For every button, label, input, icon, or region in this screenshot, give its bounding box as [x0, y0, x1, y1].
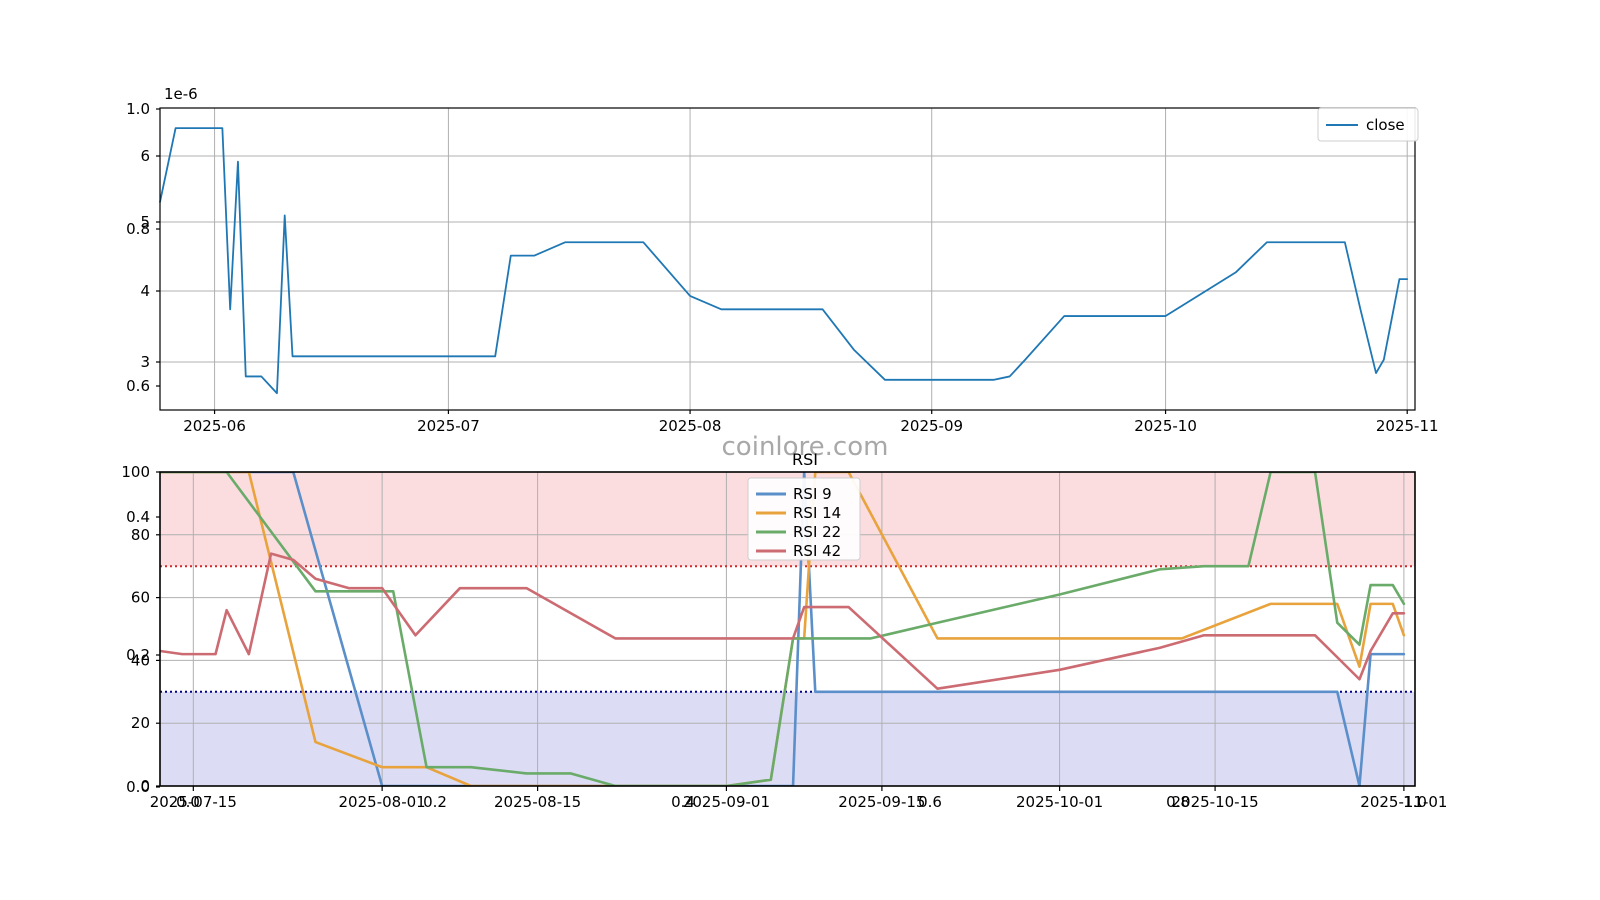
price-x-tick-label: 2025-09 — [900, 417, 963, 435]
rsi-x-tick-label: 2025-08-15 — [494, 793, 581, 811]
rsi-y-tick-secondary: 0.4 — [126, 508, 150, 526]
rsi-legend-box — [747, 477, 861, 561]
price-y-tick-secondary: 3 — [140, 353, 150, 371]
rsi-x-tick-secondary: 0.4 — [671, 793, 695, 811]
rsi-title: RSI — [792, 450, 818, 469]
rsi-x-tick-secondary: 0.2 — [423, 793, 447, 811]
rsi-legend-label-rsi-22: RSI 22 — [793, 523, 841, 541]
price-y-tick-primary: 1.0 — [126, 100, 150, 118]
rsi-x-tick-secondary: 0.8 — [1166, 793, 1190, 811]
rsi-x-tick-label: 2025-10-01 — [1016, 793, 1103, 811]
rsi-y-tick-primary: 40 — [131, 651, 150, 669]
price-y-tick-secondary: 4 — [140, 282, 150, 300]
price-y-tick-primary: 0.6 — [126, 377, 150, 395]
price-x-tick-label: 2025-11 — [1376, 417, 1439, 435]
coinlore-watermark: coinlore.com — [722, 432, 889, 462]
rsi-series-rsi-42 — [160, 552, 1406, 690]
rsi-y-tick-primary: 60 — [131, 589, 150, 607]
price-legend: close — [1317, 107, 1419, 142]
rsi-legend-label-rsi-42: RSI 42 — [793, 542, 841, 560]
rsi-x-tick-label: 2025-07-15 — [150, 793, 237, 811]
price-series-close — [159, 127, 1409, 395]
rsi-y-tick-primary: 20 — [131, 714, 150, 732]
price-x-tick-label: 2025-10 — [1134, 417, 1197, 435]
price-subplot: 1e-6 1.0 0.8 0.6 6 5 4 3 2025-06 2025-07 2025-08 20… — [126, 85, 1438, 435]
price-y-tick-secondary: 5 — [140, 213, 150, 231]
price-y-tick-secondary: 6 — [140, 147, 150, 165]
rsi-x-tick-secondary: 1.0 — [1403, 793, 1427, 811]
rsi-x-tick-label: 2025-09-15 — [838, 793, 925, 811]
rsi-legend-label-rsi-14: RSI 14 — [793, 504, 841, 522]
rsi-series-rsi-22 — [160, 472, 1406, 786]
price-legend-label-close: close — [1366, 116, 1405, 134]
price-legend-box — [1317, 107, 1419, 142]
rsi-x-tick-label: 2025-10-15 — [1171, 793, 1258, 811]
rsi-y-tick-primary: 0 — [140, 777, 150, 795]
rsi-series-rsi-9 — [160, 472, 1406, 786]
rsi-x-tick-secondary: 0.6 — [918, 793, 942, 811]
price-y-axis-offset-text: 1e-6 — [164, 85, 198, 103]
rsi-y-tick-primary: 80 — [131, 526, 150, 544]
price-y-tick-primary: 0.8 — [126, 220, 150, 238]
rsi-y-tick-primary: 100 — [121, 463, 150, 481]
price-plot-background — [160, 108, 1415, 410]
rsi-axes-frame — [159, 471, 1416, 787]
rsi-x-tick-label: 2025-08-01 — [339, 793, 426, 811]
price-x-tick-label: 2025-08 — [659, 417, 722, 435]
rsi-series-group — [160, 472, 1406, 786]
price-axes-frame — [159, 107, 1416, 411]
rsi-x-tick-label: 2025-09-01 — [683, 793, 770, 811]
price-x-tick-label: 2025-07 — [417, 417, 480, 435]
rsi-y-tick-secondary: 0.0 — [126, 778, 150, 796]
price-x-tick-label: 2025-06 — [183, 417, 246, 435]
rsi-y-tick-secondary: 0.2 — [126, 646, 150, 664]
rsi-legend-label-rsi-9: RSI 9 — [793, 485, 832, 503]
rsi-x-tick-label: 2025-11-01 — [1360, 793, 1447, 811]
rsi-oversold-band — [160, 691, 1415, 786]
rsi-x-tick-secondary: 0.0 — [176, 793, 200, 811]
